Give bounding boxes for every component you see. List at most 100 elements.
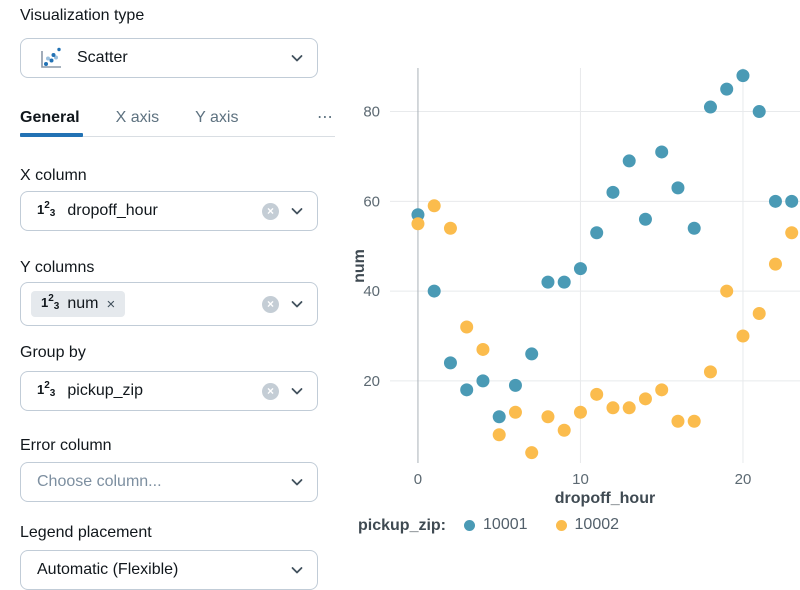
scatter-point [703, 365, 717, 379]
y-columns-label: Y columns [20, 259, 95, 276]
clear-icon[interactable]: × [262, 295, 279, 313]
chevron-down-icon [291, 301, 303, 308]
scatter-point [687, 221, 701, 235]
scatter-point [720, 284, 734, 298]
scatter-point [492, 428, 506, 442]
scatter-point [703, 100, 717, 114]
legend-dot-icon [555, 519, 567, 531]
error-column-label: Error column [20, 437, 112, 454]
scatter-point [606, 185, 620, 199]
y-tick-label: 80 [363, 104, 380, 121]
scatter-point [573, 405, 587, 419]
tab-y-axis[interactable]: Y axis [195, 109, 239, 126]
scatter-point [606, 401, 620, 415]
legend-title: pickup_zip: [358, 516, 447, 534]
tab-fade-gradient [251, 101, 299, 135]
legend-item-10002[interactable]: 10002 [555, 516, 619, 534]
scatter-point [411, 217, 425, 231]
legend-placement-label: Legend placement [20, 524, 152, 541]
scatter-point [655, 145, 669, 159]
config-panel: Visualization type Scatter General X axi… [0, 0, 340, 590]
scatter-point [671, 414, 685, 428]
chevron-down-icon [291, 55, 303, 62]
tab-bar: General X axis Y axis ⋯ [20, 101, 335, 137]
scatter-point [736, 69, 750, 83]
scatter-point [655, 383, 669, 397]
scatter-point [785, 226, 799, 240]
x-column-label: X column [20, 167, 87, 184]
scatter-chart-icon [41, 47, 61, 68]
scatter-point [541, 410, 555, 424]
tab-overflow-button[interactable]: ⋯ [317, 109, 335, 126]
scatter-point [687, 414, 701, 428]
scatter-point [427, 284, 441, 298]
legend-placement-value: Automatic (Flexible) [37, 561, 179, 578]
scatter-point [541, 275, 555, 289]
error-column-select[interactable]: Choose column... [20, 462, 318, 502]
scatter-point [622, 401, 636, 415]
visualization-type-select[interactable]: Scatter [20, 38, 318, 78]
scatter-point [736, 329, 750, 343]
y-column-chip-value: num [67, 295, 99, 312]
scatter-point [768, 194, 782, 208]
scatter-point [590, 226, 604, 240]
scatter-point [427, 199, 441, 213]
chevron-down-icon [291, 208, 303, 215]
chart-legend: pickup_zip: 10001 10002 [340, 516, 800, 536]
scatter-point [525, 446, 539, 460]
scatter-point [785, 194, 799, 208]
clear-icon[interactable]: × [262, 382, 279, 400]
scatter-point [557, 275, 571, 289]
scatter-point [671, 181, 685, 195]
y-tick-label: 40 [363, 283, 380, 300]
scatter-point [590, 387, 604, 401]
visualization-type-label: Visualization type [20, 7, 145, 24]
clear-icon[interactable]: × [262, 202, 279, 220]
x-tick-label: 0 [414, 471, 422, 488]
chevron-down-icon [291, 479, 303, 486]
scatter-point [476, 342, 490, 356]
visualization-type-value: Scatter [77, 49, 128, 66]
chevron-down-icon [291, 388, 303, 395]
x-tick-label: 20 [735, 471, 752, 488]
scatter-point [411, 208, 425, 222]
chevron-down-icon [291, 567, 303, 574]
x-axis-title: dropoff_hour [555, 490, 655, 507]
tab-general[interactable]: General [20, 109, 83, 137]
scatter-point [752, 105, 766, 119]
scatter-point [492, 410, 506, 424]
x-tick-label: 10 [572, 471, 589, 488]
scatter-point [508, 378, 522, 392]
group-by-value: pickup_zip [67, 382, 143, 399]
legend-items: 10001 10002 [464, 516, 647, 536]
scatter-point [443, 221, 457, 235]
scatter-point [476, 374, 490, 388]
scatter-point [443, 356, 457, 370]
scatter-point [508, 405, 522, 419]
scatter-point [573, 262, 587, 276]
gridlines [390, 68, 800, 463]
scatter-point [460, 320, 474, 334]
scatter-point [720, 82, 734, 96]
scatter-point [460, 383, 474, 397]
legend-placement-select[interactable]: Automatic (Flexible) [20, 550, 318, 590]
y-tick-label: 60 [363, 193, 380, 210]
scatter-points [411, 69, 799, 460]
scatter-point [622, 154, 636, 168]
legend-item-10001[interactable]: 10001 [464, 516, 528, 534]
remove-chip-icon[interactable]: × [106, 295, 116, 313]
scatter-point [752, 307, 766, 321]
y-axis-title: num [351, 249, 368, 283]
scatter-plot: 20 40 60 80 0 10 20 dropoff_hour num [351, 68, 800, 507]
legend-item-label: 10001 [483, 516, 528, 533]
x-column-value: dropoff_hour [67, 202, 158, 219]
tab-x-axis[interactable]: X axis [115, 109, 160, 126]
scatter-point [557, 423, 571, 437]
